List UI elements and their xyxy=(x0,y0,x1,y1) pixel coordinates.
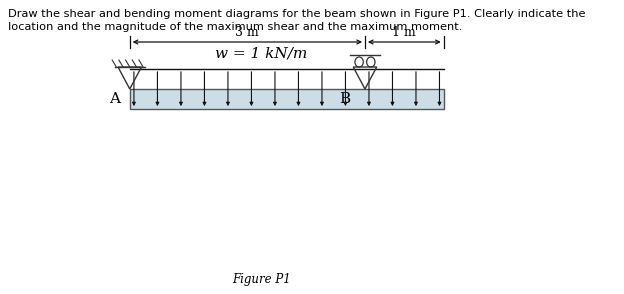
Text: 3 m: 3 m xyxy=(235,26,259,39)
Text: A: A xyxy=(109,92,120,106)
Text: location and the magnitude of the maximum shear and the maximum moment.: location and the magnitude of the maximu… xyxy=(8,22,463,32)
Text: Figure P1: Figure P1 xyxy=(232,273,291,286)
Text: Draw the shear and bending moment diagrams for the beam shown in Figure P1. Clea: Draw the shear and bending moment diagra… xyxy=(8,9,586,19)
Text: 1 m: 1 m xyxy=(392,26,416,39)
Text: B: B xyxy=(339,92,350,106)
Text: w = 1 kN/m: w = 1 kN/m xyxy=(215,46,308,60)
Bar xyxy=(130,89,444,109)
